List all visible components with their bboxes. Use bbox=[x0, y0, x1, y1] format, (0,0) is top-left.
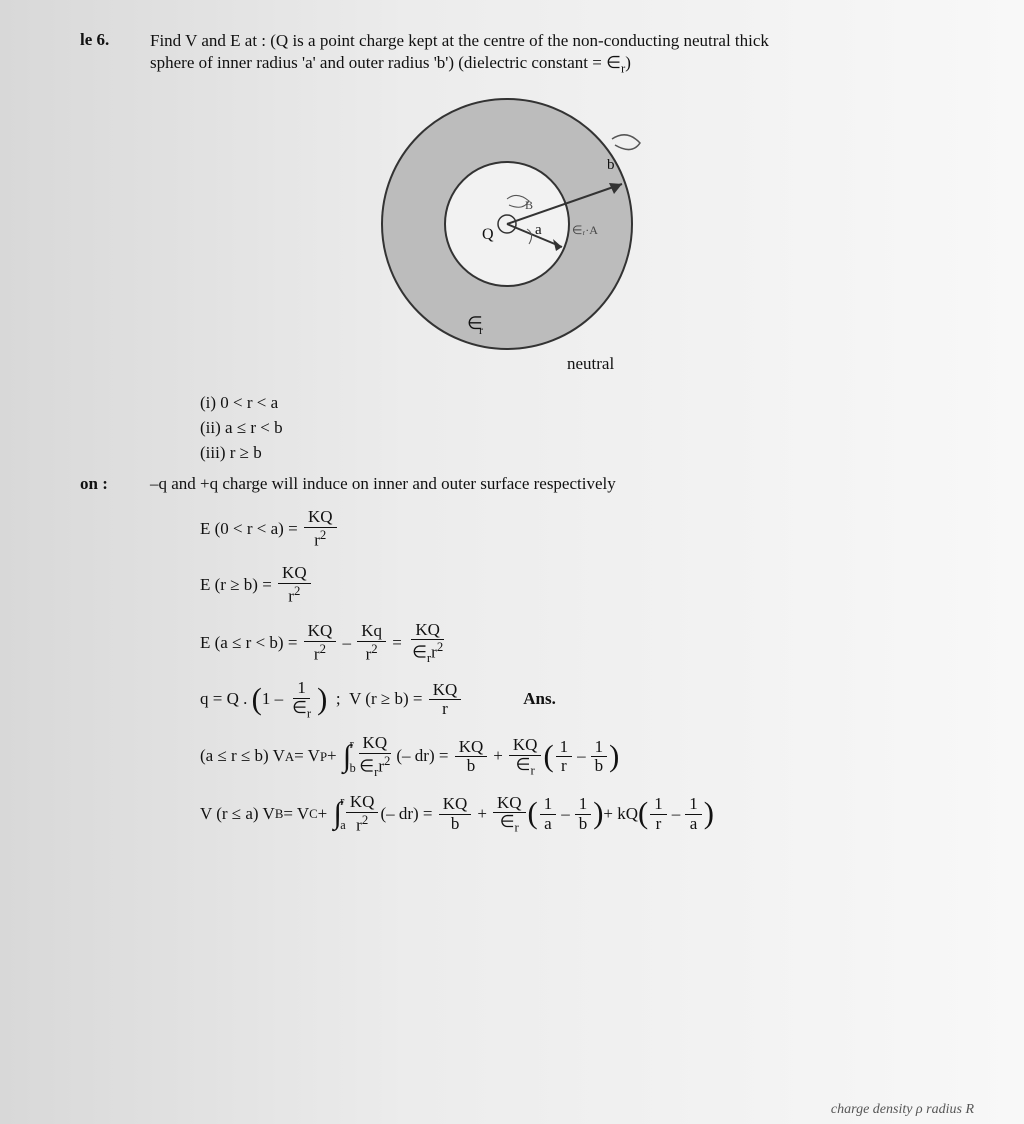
svg-text:neutral: neutral bbox=[567, 354, 614, 373]
sphere-diagram: Q a b B ∈ᵣ·A ∈ r neutral bbox=[357, 89, 687, 379]
figure-wrap: Q a b B ∈ᵣ·A ∈ r neutral bbox=[80, 89, 964, 379]
eq-VA: (a ≤ r ≤ b) VA = VP + ∫ r b KQ ∈rr2 (– d… bbox=[200, 734, 964, 779]
eq-E-shell: E (a ≤ r < b) = KQ r2 – Kq r2 = KQ ∈rr2 bbox=[200, 621, 964, 666]
lhs2: E (r ≥ b) = bbox=[200, 576, 272, 595]
eq-E-outer: E (r ≥ b) = KQ r2 bbox=[200, 564, 964, 606]
integral-icon: ∫ r b bbox=[343, 740, 351, 774]
region-iii: (iii) r ≥ b bbox=[200, 441, 964, 465]
frac-KQ-r2-1: KQ r2 bbox=[304, 508, 337, 550]
svg-text:a: a bbox=[535, 222, 542, 238]
eq-E-inner: E (0 < r < a) = KQ r2 bbox=[200, 508, 964, 550]
lhs3: E (a ≤ r < b) = bbox=[200, 634, 297, 653]
eq-VB: V (r ≤ a) VB = VC + ∫ r a KQ r2 (– dr) =… bbox=[200, 793, 964, 835]
equations-block: E (0 < r < a) = KQ r2 E (r ≥ b) = KQ r2 … bbox=[200, 508, 964, 835]
solution-label: on : bbox=[80, 474, 150, 494]
region-i: (i) 0 < r < a bbox=[200, 391, 964, 415]
frac-KQ-r2-2: KQ r2 bbox=[278, 564, 311, 606]
induced-text: –q and +q charge will induce on inner an… bbox=[150, 474, 964, 494]
problem-line2: sphere of inner radius 'a' and outer rad… bbox=[150, 53, 621, 72]
svg-text:B: B bbox=[525, 198, 533, 212]
ans-label: Ans. bbox=[523, 690, 556, 709]
solution-row: on : –q and +q charge will induce on inn… bbox=[80, 474, 964, 494]
region-list: (i) 0 < r < a (ii) a ≤ r < b (iii) r ≥ b bbox=[200, 391, 964, 464]
eq-q-and-V: q = Q . ( 1 – 1 ∈r ) ; V (r ≥ b) = KQ r … bbox=[200, 679, 964, 720]
problem-line2-end: ) bbox=[625, 53, 631, 72]
problem-number: le 6. bbox=[80, 30, 150, 50]
footer-text: charge density ρ radius R bbox=[831, 1102, 974, 1118]
integral-icon-2: ∫ r a bbox=[334, 797, 342, 831]
svg-text:Q: Q bbox=[482, 226, 494, 243]
svg-text:b: b bbox=[607, 157, 615, 173]
lhs1: E (0 < r < a) = bbox=[200, 520, 298, 539]
svg-text:r: r bbox=[479, 323, 483, 337]
problem-text: Find V and E at : (Q is a point charge k… bbox=[150, 30, 964, 77]
region-ii: (ii) a ≤ r < b bbox=[200, 416, 964, 440]
problem-row: le 6. Find V and E at : (Q is a point ch… bbox=[80, 30, 964, 77]
svg-text:∈ᵣ·A: ∈ᵣ·A bbox=[572, 223, 598, 237]
page-root: le 6. Find V and E at : (Q is a point ch… bbox=[0, 0, 1024, 1124]
problem-line1: Find V and E at : (Q is a point charge k… bbox=[150, 31, 769, 50]
